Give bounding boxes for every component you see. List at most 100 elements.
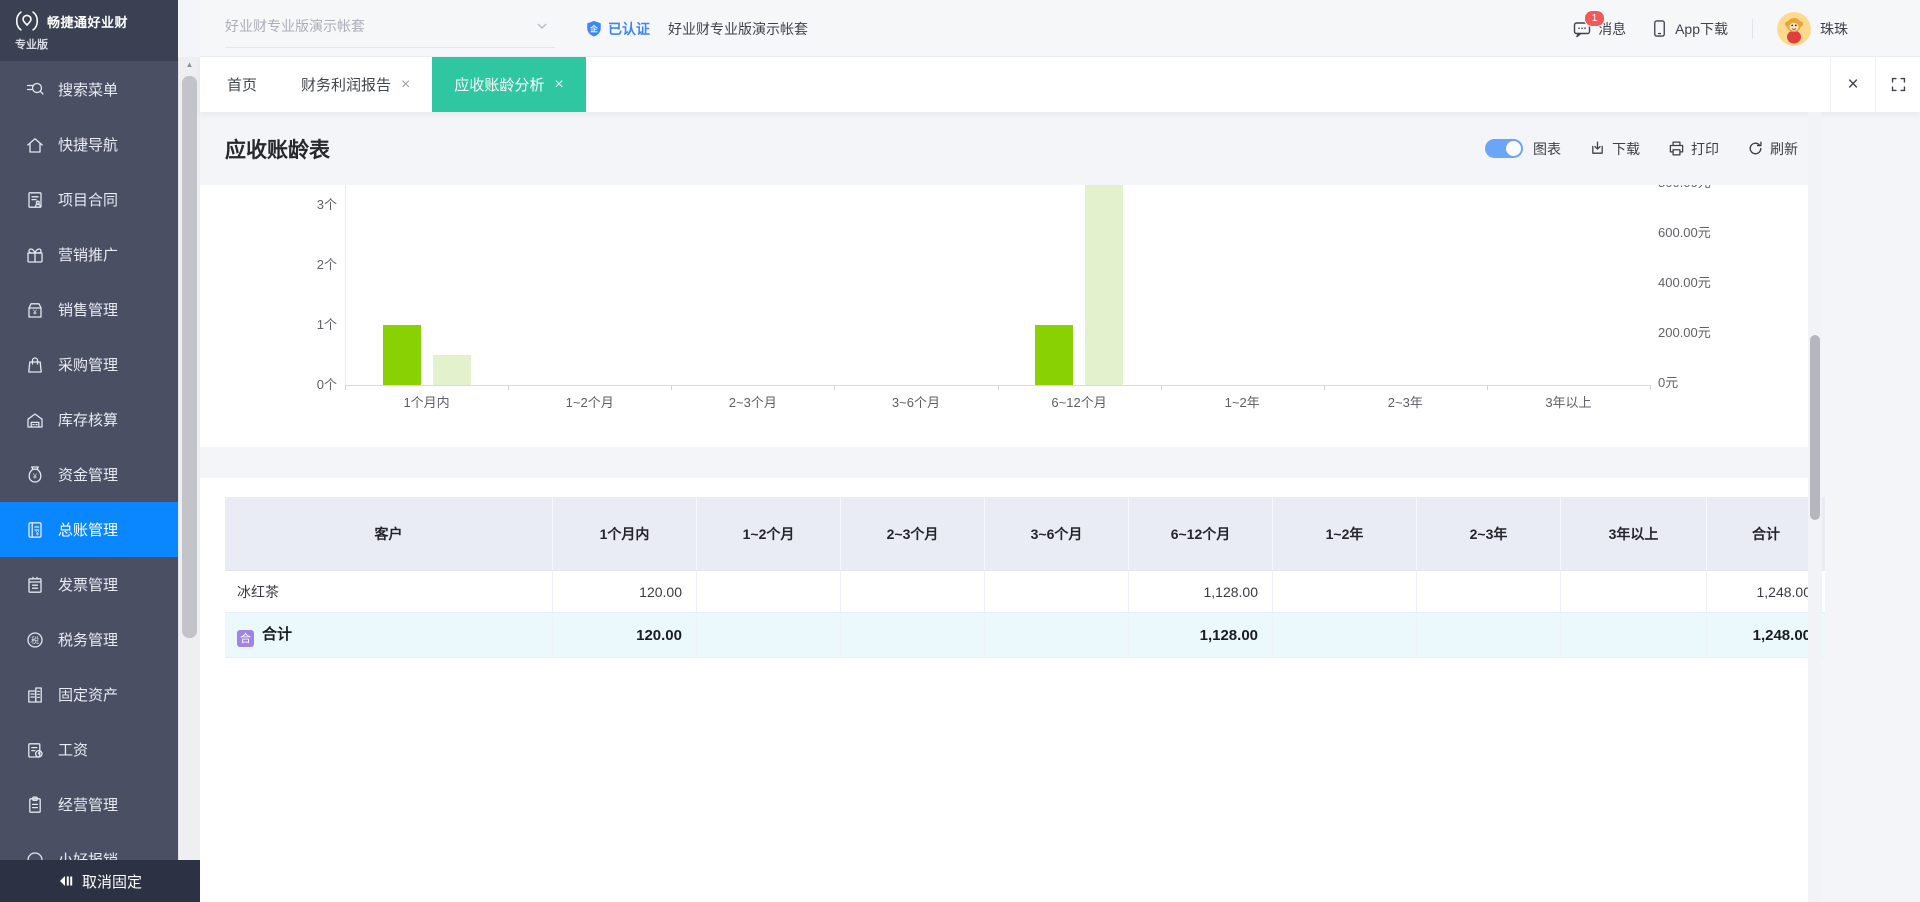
sidebar-item-marketing[interactable]: 营销推广	[0, 227, 178, 282]
sidebar-item-sales[interactable]: ¥ 销售管理	[0, 282, 178, 337]
aging-chart: 0个 1个 2个 3个 0元 200.00元 400.00元 600.00元 800.00元 1个…	[200, 185, 1808, 447]
column-header: 2~3个月	[840, 497, 985, 571]
topbar: 好业财专业版演示帐套 企 已认证 好业财专业版演示帐套	[200, 0, 1920, 57]
messages-button[interactable]: 消息 1	[1572, 9, 1626, 39]
refresh-button[interactable]: 刷新	[1747, 139, 1798, 159]
messages-count-badge: 1	[1584, 9, 1606, 27]
chart-toggle[interactable]	[1485, 139, 1523, 158]
total-value-cell	[1416, 612, 1561, 658]
sidebar-header: 畅捷通好业财 专业版	[0, 0, 178, 62]
tabbar-actions: ×	[1830, 57, 1920, 112]
svg-text:企: 企	[589, 23, 598, 33]
x-axis-tick	[997, 385, 999, 390]
x-axis-label: 1个月内	[403, 395, 450, 410]
sidebar-item-inventory[interactable]: 库存核算	[0, 392, 178, 447]
aging-table-card: 客户 1个月内 1~2个月 2~3个月 3~6个月 6~12个月 1~2年 2~3年 3年以上合…	[200, 478, 1825, 902]
refresh-label: 刷新	[1770, 140, 1798, 157]
sidebar-item-tax[interactable]: 税 税务管理	[0, 612, 178, 667]
sidebar-item-label: 项目合同	[58, 192, 119, 209]
svg-text:¥: ¥	[36, 531, 40, 537]
sidebar-scrollbar[interactable]: ▲	[178, 57, 200, 860]
tab-label: 财务利润报告	[301, 77, 392, 94]
account-set-name: 好业财专业版演示帐套	[668, 20, 808, 37]
toolbar-controls: 图表 下载 打印	[1485, 139, 1798, 159]
fullscreen-icon	[1890, 76, 1907, 93]
sidebar-item-invoice[interactable]: 发票管理	[0, 557, 178, 612]
printer-icon	[1668, 140, 1685, 157]
sidebar-item-project-contract[interactable]: 项目合同	[0, 172, 178, 227]
total-value-cell: 120.00	[552, 612, 697, 658]
brand-logo-icon	[13, 7, 41, 35]
total-label-cell: 合合计	[225, 612, 553, 658]
value-cell	[840, 570, 985, 613]
column-header: 合计	[1706, 497, 1825, 571]
sidebar-item-funds[interactable]: ¥ 资金管理	[0, 447, 178, 502]
avatar	[1777, 11, 1811, 46]
svg-text:税: 税	[31, 634, 39, 644]
content-scrollbar-thumb[interactable]	[1810, 335, 1820, 520]
download-icon	[1589, 140, 1606, 157]
close-all-tabs-button[interactable]: ×	[1830, 57, 1875, 112]
column-header: 2~3年	[1416, 497, 1561, 571]
tabs: 首页 财务利润报告 × 应收账龄分析 ×	[205, 57, 586, 112]
x-axis-tick	[1323, 385, 1325, 390]
sidebar-item-quick-nav[interactable]: 快捷导航	[0, 117, 178, 172]
tab-aging-analysis[interactable]: 应收账龄分析 ×	[432, 57, 586, 112]
download-label: 下载	[1612, 140, 1640, 157]
right-axis-tick-label: 400.00元	[1658, 275, 1711, 290]
tab-close-icon[interactable]: ×	[401, 75, 411, 93]
account-set-selector[interactable]: 好业财专业版演示帐套	[225, 5, 555, 48]
download-button[interactable]: 下载	[1589, 139, 1640, 159]
amount-bar	[1085, 185, 1124, 385]
amount-bar	[432, 355, 471, 385]
topbar-divider	[1752, 18, 1753, 39]
content-scrollbar[interactable]	[1808, 112, 1822, 902]
total-value-cell	[984, 612, 1129, 658]
tab-profit-report[interactable]: 财务利润报告 ×	[279, 57, 432, 112]
sidebar-scrollbar-thumb[interactable]	[182, 76, 197, 638]
chart-toggle-label: 图表	[1533, 140, 1561, 157]
value-cell	[984, 570, 1129, 613]
sidebar-item-label: 总账管理	[58, 522, 119, 539]
total-value-cell	[840, 612, 985, 658]
payroll-icon	[25, 740, 45, 760]
shop-icon: ¥	[25, 300, 45, 320]
moneybag-icon: ¥	[25, 465, 45, 485]
sidebar-item-purchase[interactable]: 采购管理	[0, 337, 178, 392]
print-button[interactable]: 打印	[1668, 139, 1719, 159]
x-axis-tick	[508, 385, 510, 390]
x-axis-tick	[671, 385, 673, 390]
collapse-left-icon	[58, 873, 74, 889]
sidebar-item-label: 发票管理	[58, 577, 119, 594]
verified-shield-icon: 企	[585, 20, 603, 38]
total-value-cell	[1272, 612, 1417, 658]
sidebar-item-label: 搜索菜单	[58, 82, 119, 99]
tab-close-icon[interactable]: ×	[554, 75, 564, 93]
page-title: 应收账龄表	[225, 138, 330, 162]
column-header: 1个月内	[552, 497, 697, 571]
verified-badge: 企 已认证	[585, 0, 650, 57]
fullscreen-button[interactable]	[1875, 57, 1920, 112]
tab-home[interactable]: 首页	[205, 57, 279, 112]
contract-icon	[25, 190, 45, 210]
sidebar-item-general-ledger[interactable]: ¥ 总账管理	[0, 502, 178, 557]
x-axis-tick	[345, 385, 346, 390]
report-toolbar: 应收账龄表 图表 下载 打印	[200, 112, 1808, 185]
unpin-sidebar-button[interactable]: 取消固定	[0, 860, 200, 902]
sidebar-item-expense[interactable]: 小好报销	[0, 832, 178, 860]
sidebar-item-payroll[interactable]: 工资	[0, 722, 178, 777]
username: 珠珠	[1820, 20, 1848, 37]
scroll-up-icon[interactable]: ▲	[185, 60, 194, 69]
app-download-button[interactable]: App下载	[1650, 19, 1728, 39]
sidebar-item-fixed-assets[interactable]: 固定资产	[0, 667, 178, 722]
sidebar-item-search-menu[interactable]: 搜索菜单	[0, 62, 178, 117]
topbar-right: 消息 1 App下载	[1572, 0, 1848, 57]
total-value-cell: 1,248.00	[1706, 612, 1825, 658]
right-axis-tick-label: 800.00元	[1658, 185, 1711, 192]
y-axis-line	[345, 185, 346, 385]
aging-table: 客户 1个月内 1~2个月 2~3个月 3~6个月 6~12个月 1~2年 2~3年 3年以上合…	[225, 497, 1825, 658]
column-header: 1~2个月	[696, 497, 841, 571]
value-cell: 120.00	[552, 570, 697, 613]
user-menu[interactable]: 珠珠	[1777, 11, 1848, 46]
sidebar-item-operations[interactable]: 经营管理	[0, 777, 178, 832]
